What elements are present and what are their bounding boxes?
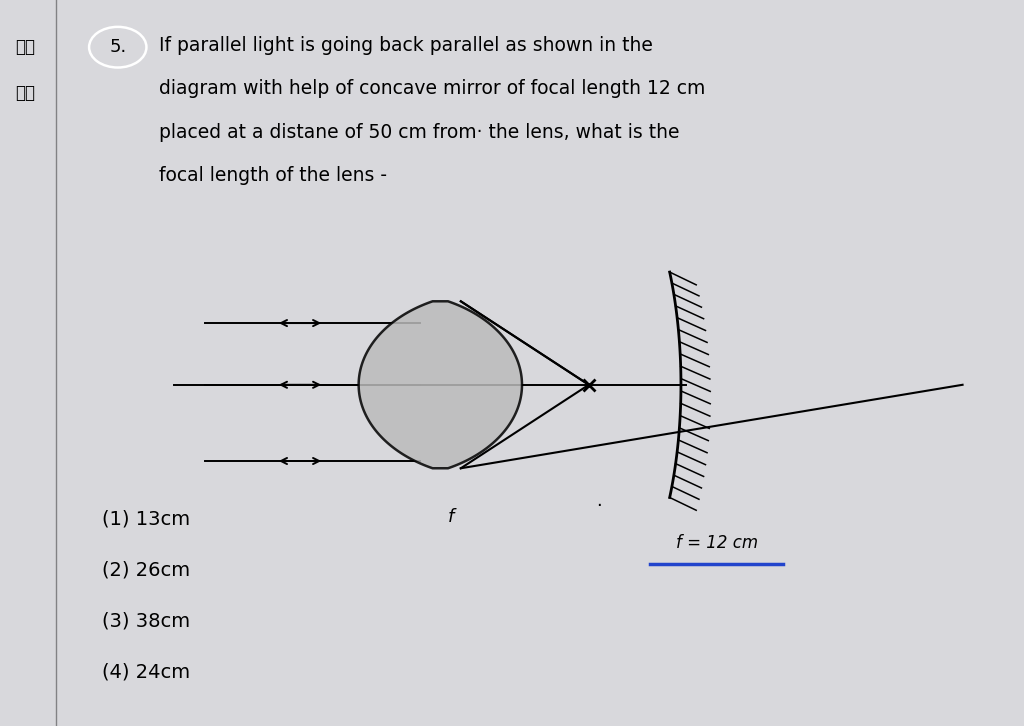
Text: f: f: [447, 508, 454, 526]
Text: (2) 26cm: (2) 26cm: [102, 560, 190, 579]
Text: ·: ·: [596, 497, 602, 515]
Text: focal length of the lens -: focal length of the lens -: [159, 166, 387, 185]
Text: (3) 38cm: (3) 38cm: [102, 611, 190, 630]
Text: placed at a distane of 50 cm from· the lens, what is the: placed at a distane of 50 cm from· the l…: [159, 123, 679, 142]
Text: (1) 13cm: (1) 13cm: [102, 510, 190, 529]
Polygon shape: [358, 301, 522, 468]
Text: diagram with help of concave mirror of focal length 12 cm: diagram with help of concave mirror of f…: [159, 79, 706, 98]
Text: f = 12 cm: f = 12 cm: [676, 534, 758, 552]
Text: दि: दि: [15, 38, 36, 56]
Text: (4) 24cm: (4) 24cm: [102, 662, 190, 681]
Text: तो: तो: [15, 84, 36, 102]
Text: If parallel light is going back parallel as shown in the: If parallel light is going back parallel…: [159, 36, 652, 55]
Text: 5.: 5.: [110, 38, 126, 56]
